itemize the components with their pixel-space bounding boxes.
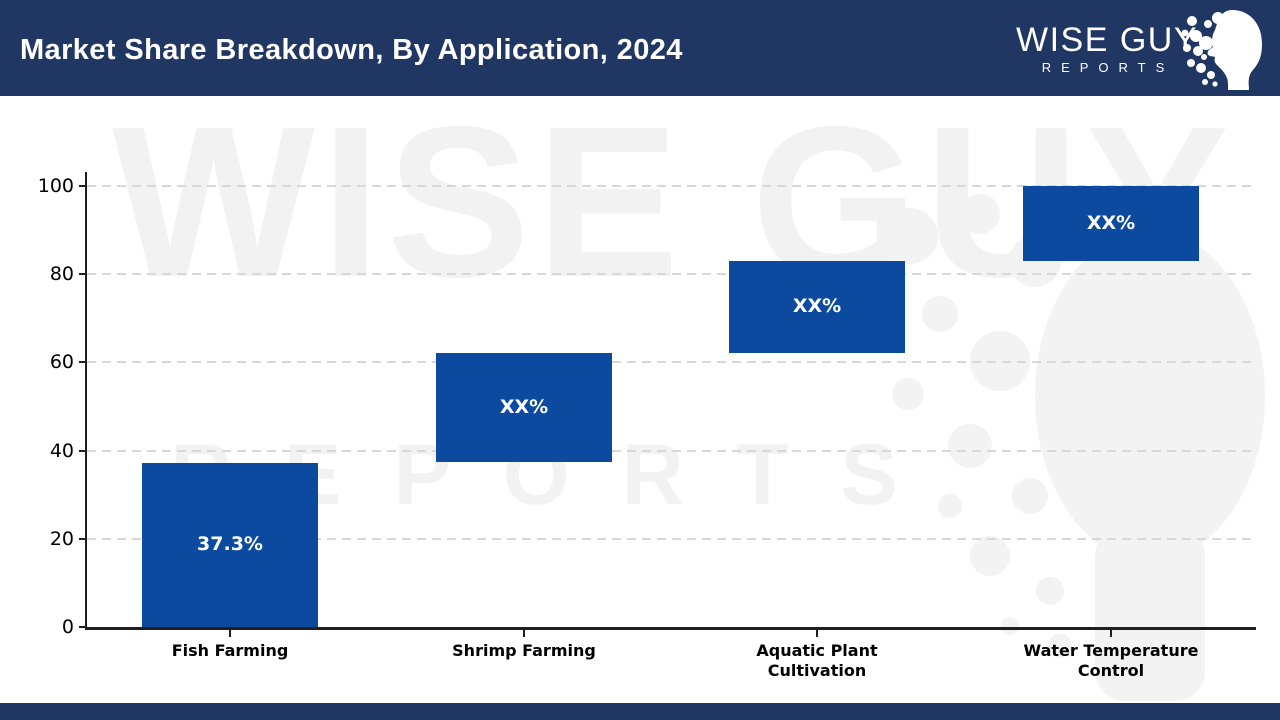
logo-text-reports: REPORTS	[1041, 60, 1175, 75]
y-axis-tick-mark	[79, 449, 87, 452]
y-axis-tick-label: 40	[49, 439, 74, 462]
x-axis-category-label: Shrimp Farming	[452, 641, 596, 660]
gridline-40	[87, 449, 1256, 452]
x-axis-tick-mark	[523, 629, 525, 637]
footer-bar	[0, 703, 1280, 720]
y-axis-tick-mark	[79, 185, 87, 187]
x-axis-category-label: Aquatic Plant Cultivation	[756, 641, 878, 680]
y-axis-tick-label: 20	[49, 527, 74, 550]
gridline-100	[87, 185, 1256, 187]
bar-fish-farming: 37.3%	[142, 462, 318, 627]
x-axis-category-label: Water Temperature Control	[1023, 641, 1199, 680]
y-axis-tick-mark	[79, 361, 87, 364]
bar-value-label: XX%	[499, 395, 549, 418]
y-axis-tick-label: 60	[49, 351, 74, 374]
logo-text-wiseguy: WISE GUY	[1016, 21, 1199, 59]
x-axis-tick-mark	[1110, 629, 1112, 637]
gridline-20	[87, 537, 1256, 540]
wiseguy-logo: WISE GUY REPORTS	[1016, 8, 1266, 90]
gridline-80	[87, 273, 1256, 276]
bar-water-temperature-control: XX%	[1023, 186, 1199, 262]
x-axis-category-label: Fish Farming	[171, 641, 289, 660]
bar-aquatic-plant-cultivation: XX%	[729, 261, 905, 353]
head-profile-dots-icon	[1181, 10, 1262, 90]
bar-shrimp-farming: XX%	[436, 352, 612, 463]
y-axis-tick-mark	[79, 537, 87, 540]
bar-value-label: 37.3%	[197, 532, 263, 555]
bar-value-label: XX%	[792, 295, 842, 318]
logo-wordmark: WISE GUY REPORTS	[1016, 21, 1199, 75]
y-axis-tick-label: 0	[61, 616, 74, 638]
chart-title: Market Share Breakdown, By Application, …	[20, 34, 683, 66]
chart-area: WISE GUY REPORTS 0 20 40 60 80 100 37.3% Fish F…	[0, 96, 1280, 703]
y-axis-tick-label: 100	[37, 175, 74, 197]
y-axis-tick-mark	[79, 273, 87, 276]
y-axis-tick-label: 80	[49, 263, 74, 286]
y-axis-tick-mark	[79, 626, 87, 628]
gridline-60	[87, 361, 1256, 364]
x-axis-tick-mark	[229, 629, 231, 637]
y-axis-line	[85, 172, 87, 630]
watermark-head-icon	[880, 194, 1265, 701]
header-bar: Market Share Breakdown, By Application, …	[0, 0, 1280, 96]
x-axis-line	[85, 627, 1256, 630]
bar-value-label: XX%	[1086, 211, 1136, 234]
x-axis-tick-mark	[816, 629, 818, 637]
